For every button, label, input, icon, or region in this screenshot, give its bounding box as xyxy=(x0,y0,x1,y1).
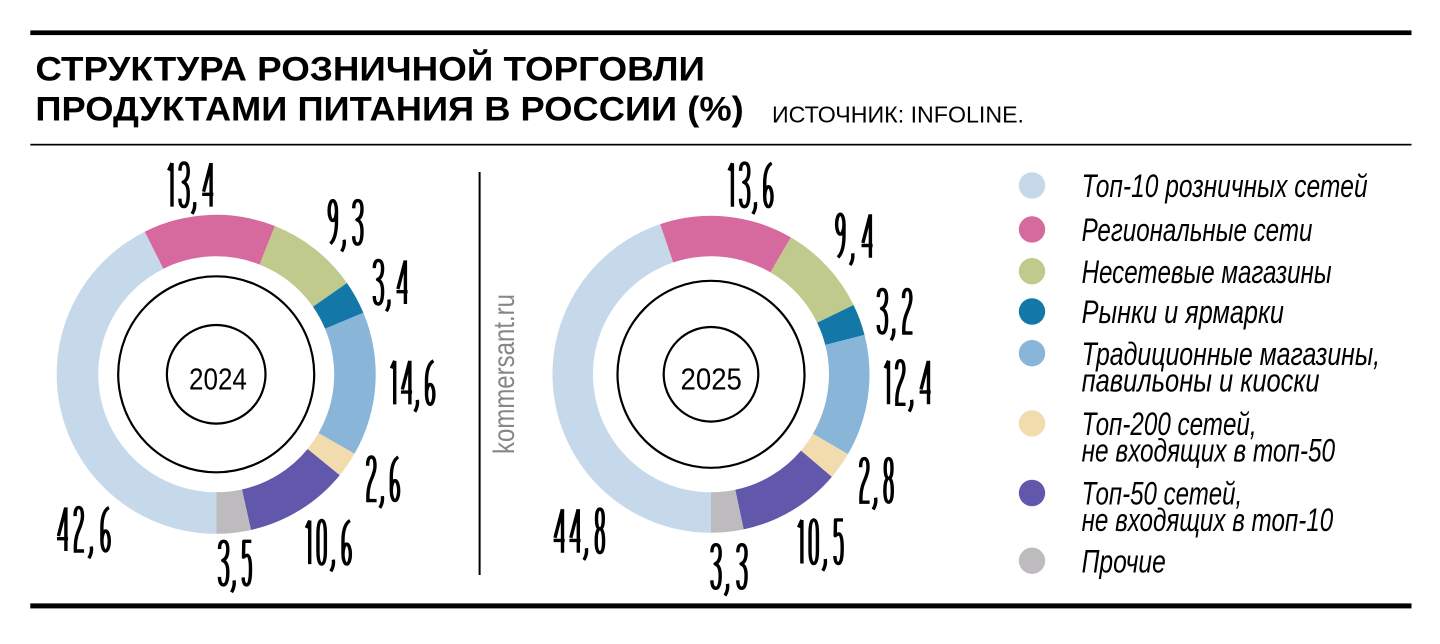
svg-text:ПРОДУКТАМИ ПИТАНИЯ В РОССИИ (%: ПРОДУКТАМИ ПИТАНИЯ В РОССИИ (%) xyxy=(35,91,743,129)
svg-text:ИСТОЧНИК: INFOLINE.: ИСТОЧНИК: INFOLINE. xyxy=(772,101,1024,127)
svg-text:Несетевые магазины: Несетевые магазины xyxy=(1082,254,1332,290)
svg-text:не входящих в топ-10: не входящих в топ-10 xyxy=(1082,502,1334,538)
svg-text:павильоны и киоски: павильоны и киоски xyxy=(1082,362,1320,398)
svg-text:2024: 2024 xyxy=(189,362,247,397)
svg-text:Топ-10 розничных сетей: Топ-10 розничных сетей xyxy=(1082,168,1368,204)
svg-text:Региональные сети: Региональные сети xyxy=(1082,212,1313,248)
svg-text:Рынки и ярмарки: Рынки и ярмарки xyxy=(1082,294,1285,330)
svg-text:не входящих в топ-50: не входящих в топ-50 xyxy=(1082,433,1336,469)
svg-text:Традиционные магазины,: Традиционные магазины, xyxy=(1082,336,1381,372)
svg-text:kommersant.ru: kommersant.ru xyxy=(488,294,521,454)
svg-text:Прочие: Прочие xyxy=(1082,543,1166,579)
svg-text:Топ-200 сетей,: Топ-200 сетей, xyxy=(1082,406,1257,442)
svg-text:СТРУКТУРА РОЗНИЧНОЙ ТОРГОВЛИ: СТРУКТУРА РОЗНИЧНОЙ ТОРГОВЛИ xyxy=(35,48,705,88)
svg-text:2025: 2025 xyxy=(681,362,742,397)
svg-text:Топ-50 сетей,: Топ-50 сетей, xyxy=(1082,476,1243,512)
